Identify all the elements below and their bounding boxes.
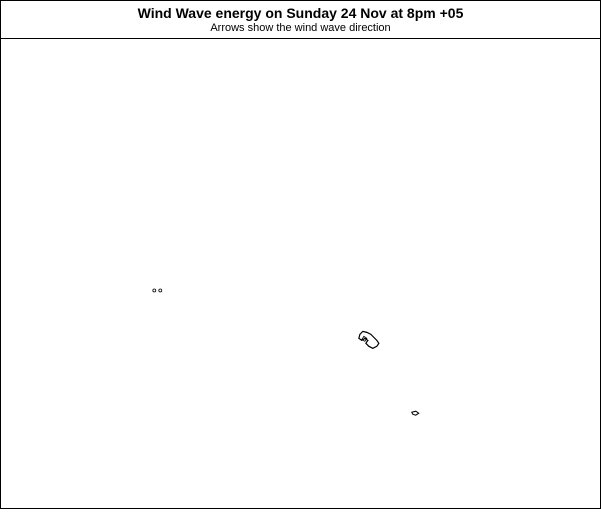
map-svg [1, 39, 600, 508]
map-area [0, 39, 601, 509]
island-main [359, 331, 379, 348]
header: Wind Wave energy on Sunday 24 Nov at 8pm… [0, 0, 601, 39]
island-small-2 [412, 411, 419, 415]
map-subtitle: Arrows show the wind wave direction [1, 22, 600, 34]
island-dots-1 [153, 289, 162, 292]
map-title: Wind Wave energy on Sunday 24 Nov at 8pm… [1, 5, 600, 21]
map-container: Wind Wave energy on Sunday 24 Nov at 8pm… [0, 0, 601, 506]
